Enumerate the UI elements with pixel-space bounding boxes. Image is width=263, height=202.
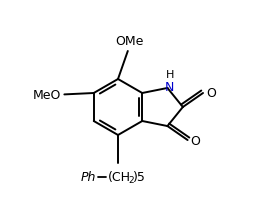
Text: OMe: OMe	[116, 35, 144, 48]
Text: N: N	[165, 81, 174, 94]
Text: (CH: (CH	[108, 171, 131, 184]
Text: Ph: Ph	[80, 171, 96, 184]
Text: )5: )5	[133, 171, 146, 184]
Text: O: O	[191, 134, 200, 147]
Text: MeO: MeO	[33, 88, 61, 101]
Text: 2: 2	[128, 176, 134, 185]
Text: O: O	[206, 87, 216, 100]
Text: H: H	[166, 70, 175, 80]
